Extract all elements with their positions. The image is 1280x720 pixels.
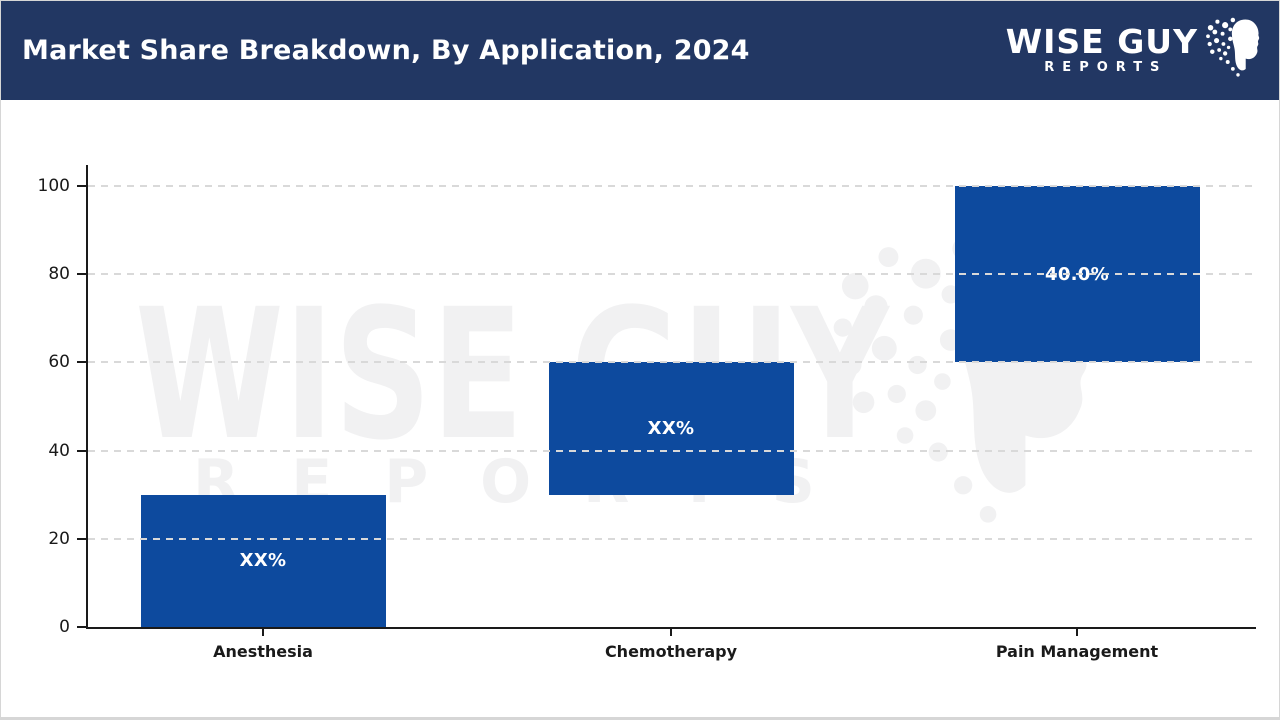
gridline: [88, 449, 1256, 452]
gridline: [88, 361, 1256, 364]
logo-text-reports: REPORTS: [1044, 60, 1168, 76]
bar-chemotherapy: XX%: [548, 362, 794, 495]
header-bar: Market Share Breakdown, By Application, …: [0, 0, 1280, 100]
gridline: [88, 273, 1256, 276]
y-tick-mark: [77, 626, 86, 628]
gridline: [88, 185, 1256, 187]
x-category-label: Chemotherapy: [604, 642, 738, 661]
logo-text: WISE GUY REPORTS: [1005, 21, 1198, 76]
y-tick-mark: [77, 449, 86, 452]
x-tick-mark: [262, 627, 264, 636]
y-tick-label: 80: [48, 264, 70, 285]
logo-text-wiseguy: WISE GUY: [1005, 21, 1198, 61]
y-tick-label: 40: [48, 440, 70, 461]
y-axis-line: [86, 165, 88, 629]
y-tick-mark: [77, 361, 86, 364]
bar-value-label: XX%: [647, 418, 695, 440]
wise-guy-logo: WISE GUY REPORTS: [1006, 10, 1262, 90]
y-tick-label: 20: [48, 528, 70, 549]
y-tick-mark: [77, 185, 86, 187]
y-tick-label: 0: [59, 617, 70, 637]
chart-title: Market Share Breakdown, By Application, …: [22, 34, 750, 66]
bar-anesthesia: XX%: [140, 494, 386, 627]
x-category-label: Pain Management: [995, 642, 1159, 661]
y-tick-mark: [77, 537, 86, 540]
y-tick-label: 60: [48, 352, 70, 373]
bar-value-label: XX%: [239, 550, 287, 572]
plot-area: 0 20 40 60 80 100 XX% Anesthesia XX% Chemotherapy…: [38, 165, 1256, 661]
logo-face-icon: [1206, 17, 1260, 77]
x-tick-mark: [1076, 627, 1078, 636]
gridline: [88, 537, 1256, 540]
y-tick-label: 100: [37, 176, 70, 196]
chart-area: WISE GUY REPORTS 0 20 40 60 80 100 XX% Anesthes…: [0, 100, 1280, 717]
x-category-label: Anesthesia: [213, 642, 313, 661]
x-tick-mark: [670, 627, 672, 636]
y-tick-mark: [77, 273, 86, 276]
